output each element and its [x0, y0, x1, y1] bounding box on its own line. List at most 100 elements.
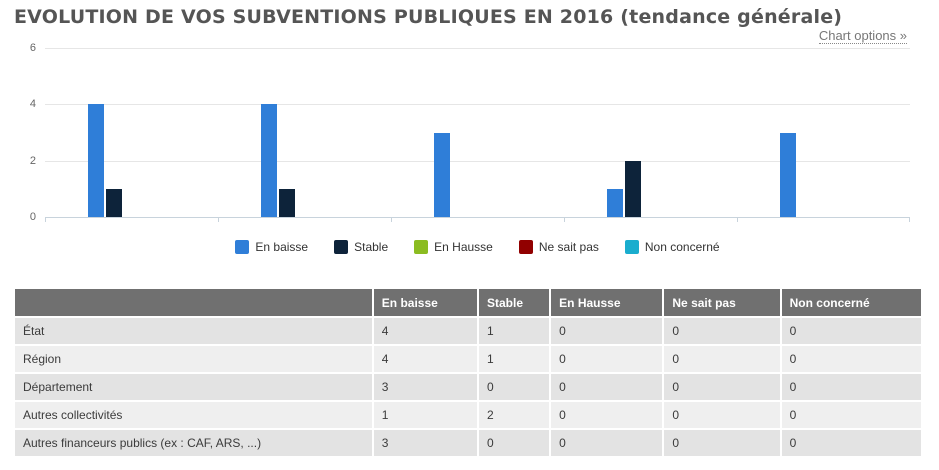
legend-swatch-icon — [235, 240, 250, 254]
bar-slot — [624, 48, 642, 217]
row-value-cell: 4 — [373, 346, 477, 372]
bar-slot — [260, 48, 278, 217]
row-value-cell: 3 — [373, 430, 477, 456]
table-row: Autres financeurs publics (ex : CAF, ARS… — [15, 430, 921, 456]
legend-item[interactable]: En baisse — [235, 240, 308, 254]
row-value-cell: 0 — [664, 402, 780, 428]
x-axis-tick — [391, 217, 392, 222]
bar-group — [218, 48, 391, 217]
row-value-cell: 1 — [479, 318, 550, 344]
bar-slot — [314, 48, 332, 217]
row-value-cell: 0 — [479, 374, 550, 400]
row-label: Autres financeurs publics (ex : CAF, ARS… — [15, 430, 372, 456]
bar-slot — [606, 48, 624, 217]
legend-swatch-icon — [518, 240, 533, 254]
table-header-cell — [15, 289, 372, 316]
y-axis-tick-label: 4 — [29, 98, 36, 111]
row-value-cell: 0 — [551, 346, 663, 372]
y-axis-tick-label: 6 — [29, 42, 36, 54]
bar-slot — [505, 48, 523, 217]
legend-label: Non concerné — [644, 240, 720, 254]
legend-label: Ne sait pas — [538, 240, 599, 254]
bar-slot — [296, 48, 314, 217]
row-label: Département — [15, 374, 372, 400]
bar-group — [391, 48, 564, 217]
gridline — [45, 160, 910, 162]
results-table: En baisse Stable En Hausse Ne sait pas Non c… — [13, 287, 923, 458]
legend-item[interactable]: Non concerné — [624, 240, 720, 254]
bar-slot — [851, 48, 869, 217]
bar — [260, 104, 277, 217]
bar-slot — [487, 48, 505, 217]
table-row: Autres collectivités 1 2 0 0 0 — [15, 402, 921, 428]
x-axis-tick — [564, 217, 565, 222]
row-value-cell: 1 — [373, 402, 477, 428]
bar — [624, 160, 641, 217]
chart-options-link[interactable]: Chart options » — [818, 28, 907, 44]
row-label: État — [15, 318, 372, 344]
bar-slot — [332, 48, 350, 217]
x-axis-tick — [218, 217, 219, 222]
table-row: État 4 1 0 0 0 — [15, 318, 921, 344]
legend-swatch-icon — [334, 240, 349, 254]
bar-slot — [123, 48, 141, 217]
bar-slot — [433, 48, 451, 217]
bar-slot — [660, 48, 678, 217]
row-label: Région — [15, 346, 372, 372]
row-value-cell: 0 — [551, 318, 663, 344]
page-title: EVOLUTION DE VOS SUBVENTIONS PUBLIQUES E… — [14, 6, 843, 28]
row-value-cell: 0 — [664, 374, 780, 400]
table-header-cell: Non concerné — [781, 289, 921, 316]
row-value-cell: 0 — [781, 346, 921, 372]
bar-slot — [278, 48, 296, 217]
row-value-cell: 0 — [664, 346, 780, 372]
chart-plot-area — [45, 48, 910, 222]
bar-slot — [833, 48, 851, 217]
x-axis-tick — [45, 217, 46, 222]
table-header-cell: Ne sait pas — [664, 289, 780, 316]
row-value-cell: 2 — [479, 402, 550, 428]
bar-slot — [678, 48, 696, 217]
row-value-cell: 0 — [664, 430, 780, 456]
row-value-cell: 0 — [664, 318, 780, 344]
legend-swatch-icon — [414, 240, 429, 254]
table-row: Région 4 1 0 0 0 — [15, 346, 921, 372]
bar-slot — [87, 48, 105, 217]
bar — [105, 188, 122, 217]
row-value-cell: 0 — [781, 402, 921, 428]
gridline — [45, 48, 910, 49]
bar-slot — [141, 48, 159, 217]
bar-slot — [815, 48, 833, 217]
bar-slot — [105, 48, 123, 217]
row-value-cell: 0 — [551, 402, 663, 428]
legend-item[interactable]: En Hausse — [414, 240, 493, 254]
bar-group — [45, 48, 218, 217]
bar-slot — [451, 48, 469, 217]
row-value-cell: 0 — [551, 430, 663, 456]
table-header-row: En baisse Stable En Hausse Ne sait pas Non c… — [15, 289, 921, 316]
legend-item[interactable]: Stable — [334, 240, 388, 254]
row-value-cell: 4 — [373, 318, 477, 344]
legend-swatch-icon — [624, 240, 639, 254]
bar-slot — [797, 48, 815, 217]
bar-group — [564, 48, 737, 217]
legend-label: Stable — [354, 240, 389, 254]
y-axis-tick-label: 2 — [29, 154, 36, 167]
legend-label: En baisse — [255, 240, 309, 254]
row-value-cell: 3 — [373, 374, 477, 400]
table-row: Département 3 0 0 0 0 — [15, 374, 921, 400]
table-header-cell: En Hausse — [551, 289, 663, 316]
x-axis-line — [45, 217, 910, 218]
bar — [779, 132, 796, 217]
row-value-cell: 0 — [781, 374, 921, 400]
x-axis-tick — [909, 217, 910, 222]
bar-chart: 0 2 4 6 — [0, 38, 939, 228]
row-value-cell: 1 — [479, 346, 550, 372]
bar-slot — [159, 48, 177, 217]
legend-label: En Hausse — [434, 240, 493, 254]
legend-item[interactable]: Ne sait pas — [518, 240, 599, 254]
row-value-cell: 0 — [551, 374, 663, 400]
bar-group — [737, 48, 910, 217]
bar — [606, 188, 623, 217]
table-header-cell: En baisse — [373, 289, 477, 316]
